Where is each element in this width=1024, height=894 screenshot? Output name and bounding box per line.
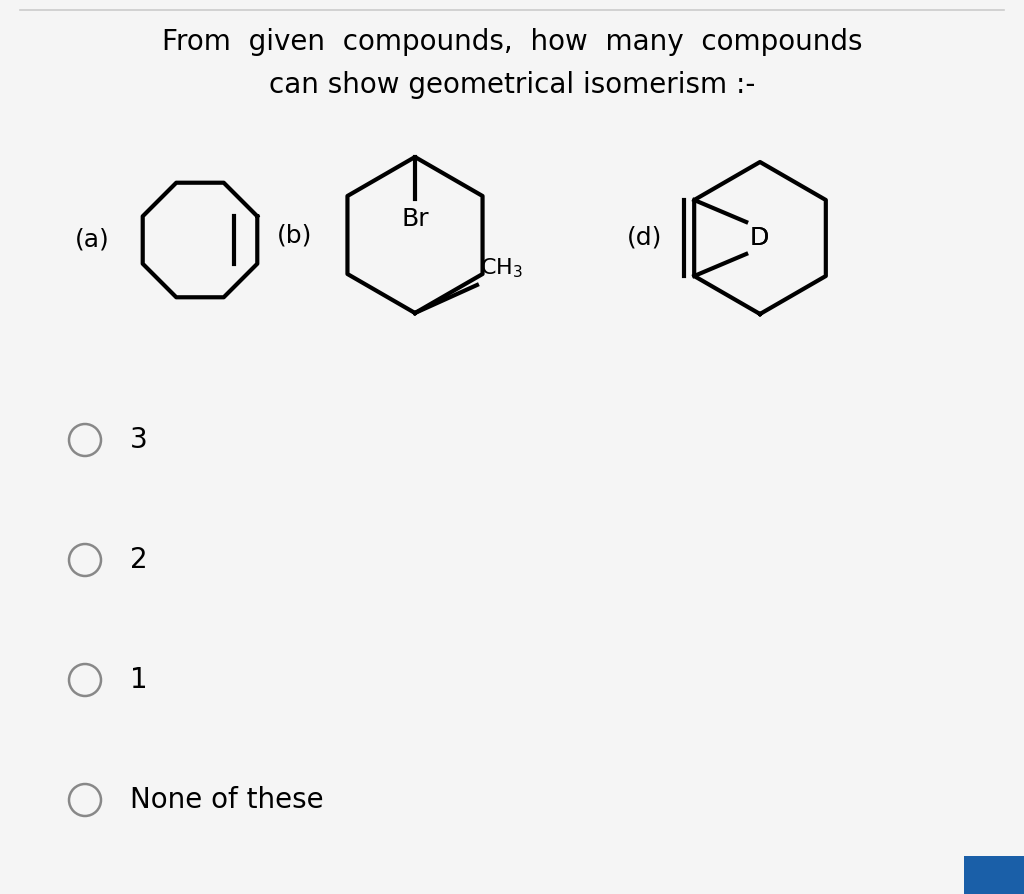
- Text: 2: 2: [130, 546, 147, 574]
- Text: Br: Br: [401, 207, 429, 231]
- Text: 1: 1: [130, 666, 147, 694]
- FancyBboxPatch shape: [964, 856, 1024, 894]
- Text: (b): (b): [276, 223, 312, 247]
- Text: D: D: [750, 226, 769, 250]
- Text: From  given  compounds,  how  many  compounds: From given compounds, how many compounds: [162, 28, 862, 56]
- Text: can show geometrical isomerism :-: can show geometrical isomerism :-: [269, 71, 755, 99]
- Text: D: D: [750, 226, 769, 250]
- Text: None of these: None of these: [130, 786, 324, 814]
- Text: (a): (a): [75, 228, 110, 252]
- Text: (d): (d): [627, 226, 662, 250]
- Text: CH$_3$: CH$_3$: [480, 257, 523, 280]
- Text: 3: 3: [130, 426, 147, 454]
